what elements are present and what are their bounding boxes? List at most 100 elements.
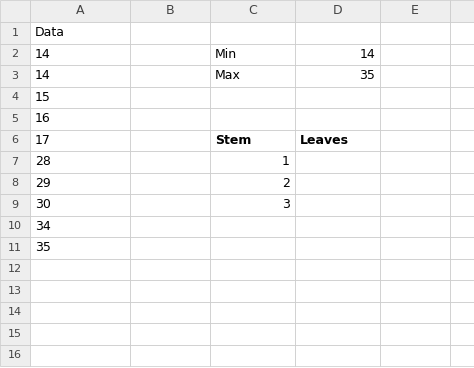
Bar xyxy=(450,130,474,151)
Text: 3: 3 xyxy=(282,198,290,211)
Bar xyxy=(30,216,130,237)
Text: 1: 1 xyxy=(11,28,18,38)
Bar xyxy=(130,323,210,344)
Bar xyxy=(450,86,474,108)
Bar xyxy=(130,344,210,366)
Text: E: E xyxy=(411,4,419,18)
Bar xyxy=(130,216,210,237)
Bar xyxy=(130,86,210,108)
Bar xyxy=(295,86,380,108)
Bar xyxy=(210,65,295,86)
Text: 3: 3 xyxy=(11,71,18,81)
Bar xyxy=(210,108,295,130)
Bar xyxy=(295,194,380,216)
Bar xyxy=(380,194,450,216)
Bar xyxy=(450,344,474,366)
Text: 9: 9 xyxy=(11,200,18,210)
Bar xyxy=(0,344,30,366)
Bar xyxy=(210,323,295,344)
Bar xyxy=(295,108,380,130)
Bar xyxy=(380,258,450,280)
Bar xyxy=(450,22,474,43)
Text: 34: 34 xyxy=(35,220,51,233)
Bar xyxy=(130,258,210,280)
Bar xyxy=(130,237,210,258)
Bar xyxy=(30,0,130,22)
Text: 8: 8 xyxy=(11,178,18,188)
Bar xyxy=(30,173,130,194)
Bar xyxy=(380,22,450,43)
Bar xyxy=(210,86,295,108)
Bar xyxy=(380,280,450,301)
Bar xyxy=(0,237,30,258)
Bar xyxy=(295,237,380,258)
Bar xyxy=(0,86,30,108)
Bar xyxy=(450,151,474,173)
Text: 17: 17 xyxy=(35,134,51,147)
Bar xyxy=(30,151,130,173)
Text: D: D xyxy=(333,4,342,18)
Text: Data: Data xyxy=(35,26,65,39)
Bar xyxy=(295,301,380,323)
Bar xyxy=(450,237,474,258)
Text: 12: 12 xyxy=(8,264,22,274)
Text: 5: 5 xyxy=(11,114,18,124)
Text: B: B xyxy=(166,4,174,18)
Text: 14: 14 xyxy=(359,48,375,61)
Bar xyxy=(380,151,450,173)
Bar xyxy=(380,130,450,151)
Bar xyxy=(380,237,450,258)
Text: 16: 16 xyxy=(35,112,51,125)
Bar xyxy=(295,216,380,237)
Bar xyxy=(380,65,450,86)
Bar xyxy=(210,0,295,22)
Bar xyxy=(130,43,210,65)
Bar xyxy=(0,258,30,280)
Text: 11: 11 xyxy=(8,243,22,253)
Bar xyxy=(380,216,450,237)
Text: 2: 2 xyxy=(282,177,290,190)
Bar xyxy=(0,0,30,22)
Bar xyxy=(450,194,474,216)
Text: 10: 10 xyxy=(8,221,22,231)
Bar xyxy=(30,43,130,65)
Bar xyxy=(0,108,30,130)
Text: Stem: Stem xyxy=(215,134,251,147)
Bar xyxy=(450,323,474,344)
Text: 15: 15 xyxy=(8,329,22,339)
Bar xyxy=(0,323,30,344)
Bar xyxy=(0,151,30,173)
Bar xyxy=(450,301,474,323)
Bar xyxy=(380,173,450,194)
Bar xyxy=(0,194,30,216)
Bar xyxy=(295,323,380,344)
Bar xyxy=(380,108,450,130)
Text: Max: Max xyxy=(215,69,241,82)
Bar xyxy=(380,301,450,323)
Bar xyxy=(30,108,130,130)
Text: 14: 14 xyxy=(8,307,22,317)
Bar xyxy=(210,194,295,216)
Bar xyxy=(450,0,474,22)
Bar xyxy=(295,130,380,151)
Bar xyxy=(210,280,295,301)
Bar xyxy=(30,323,130,344)
Text: 14: 14 xyxy=(35,69,51,82)
Bar xyxy=(30,65,130,86)
Bar xyxy=(130,130,210,151)
Bar xyxy=(130,151,210,173)
Bar xyxy=(0,301,30,323)
Text: 30: 30 xyxy=(35,198,51,211)
Bar xyxy=(450,173,474,194)
Bar xyxy=(210,151,295,173)
Bar xyxy=(0,216,30,237)
Bar xyxy=(210,258,295,280)
Text: Leaves: Leaves xyxy=(300,134,349,147)
Bar xyxy=(210,237,295,258)
Bar xyxy=(30,86,130,108)
Bar xyxy=(295,173,380,194)
Bar xyxy=(30,280,130,301)
Bar xyxy=(0,173,30,194)
Text: 2: 2 xyxy=(11,49,18,59)
Bar xyxy=(30,194,130,216)
